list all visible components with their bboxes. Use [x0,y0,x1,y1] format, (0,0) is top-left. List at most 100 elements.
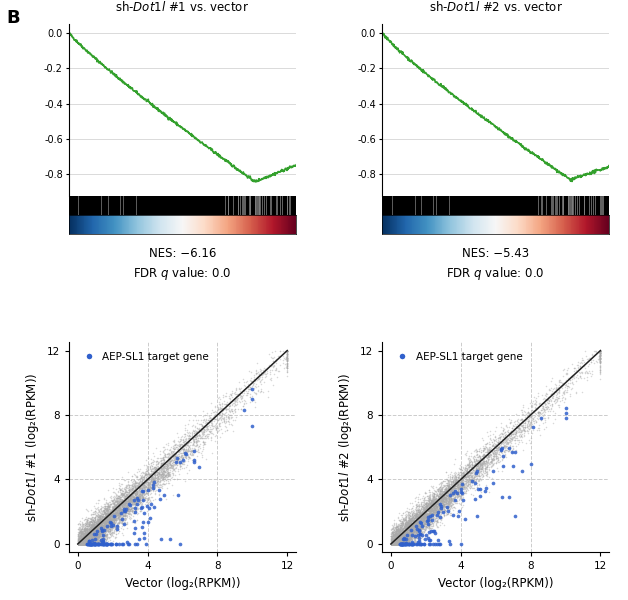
Point [426,505,436,515]
Point [101,520,111,530]
Point [108,515,118,525]
Point [428,491,438,500]
Point [387,536,398,546]
Point [79,537,89,547]
Point [405,539,415,549]
Point [95,539,105,548]
Point [160,466,170,476]
Point [415,517,425,527]
Point [413,503,423,513]
Point [404,513,414,523]
Point [446,490,456,499]
Point [429,512,439,521]
Point [450,476,460,486]
Point [119,475,129,485]
Point [82,539,92,549]
Point [99,510,109,520]
Point [430,494,440,504]
Point [118,490,128,499]
Point [177,455,187,464]
Point [200,439,210,449]
Point [389,536,399,546]
Point [88,532,98,541]
Point [123,478,133,487]
Point [75,539,85,549]
Point [415,533,425,543]
Point [147,476,157,486]
Point [102,512,112,522]
Point [482,428,492,437]
Point [391,539,401,549]
Point [451,476,461,485]
Point [121,508,131,518]
Point [126,491,136,501]
Point [411,506,421,515]
Point [251,375,261,385]
Point [411,508,421,518]
Point [414,523,424,533]
Point [407,527,417,537]
Point [76,539,86,549]
Point [408,528,418,538]
Point [90,527,100,536]
Point [124,484,134,493]
Point [131,472,141,482]
Point [440,484,450,494]
Point [111,511,121,520]
Point [494,446,504,455]
Point [433,501,443,511]
Point [73,534,83,544]
Point [103,536,113,546]
Point [102,523,112,532]
Point [97,529,107,539]
Point [470,470,480,479]
Point [93,530,103,540]
Point [387,539,397,549]
Point [84,536,94,546]
Point [282,354,292,364]
Point [73,535,84,545]
Point [399,539,409,549]
Point [463,473,473,482]
Point [446,484,456,493]
Point [387,535,397,544]
Point [429,488,439,498]
Point [404,515,414,524]
Point [104,523,114,532]
Point [133,473,143,482]
Point [117,499,127,508]
Point [92,523,102,533]
Point [75,539,85,549]
Point [414,524,425,533]
Point [104,522,114,532]
Point [435,496,445,505]
Point [82,539,92,549]
Point [423,498,433,508]
Point [84,530,94,540]
Point [73,539,84,549]
Point [90,506,100,515]
Point [95,511,105,520]
Point [389,538,399,548]
Point [161,461,171,470]
Point [453,480,463,490]
Point [109,503,119,513]
Point [399,533,409,543]
Point [469,473,479,483]
Point [538,418,548,427]
Point [416,524,426,534]
Point [392,539,402,549]
Point [560,394,570,403]
Point [386,539,396,549]
Point [183,437,193,446]
Point [391,539,401,549]
Point [400,538,410,547]
Point [387,523,398,532]
Point [482,454,492,463]
Point [472,458,482,468]
Point [497,492,507,502]
Point [93,532,103,541]
Point [409,516,420,526]
Point [389,524,399,533]
Point [212,408,222,418]
